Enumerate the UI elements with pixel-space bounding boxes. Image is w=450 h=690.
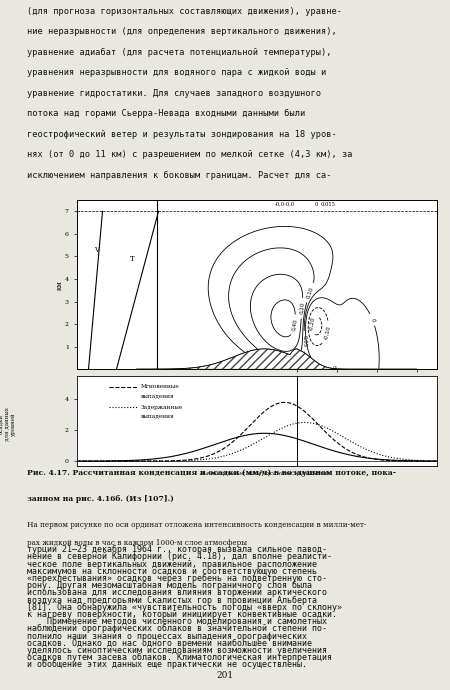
Text: выпадения: выпадения [140, 394, 174, 399]
Text: Мгновенные: Мгновенные [140, 384, 179, 389]
Text: [81]. Она обнаружила «чувствительность погоды «вверх по склону»: [81]. Она обнаружила «чувствительность п… [27, 603, 342, 612]
Text: T: T [130, 255, 135, 263]
Text: V: V [94, 246, 99, 254]
Text: рону. Другая мезомасштабная модель пограничного слоя была: рону. Другая мезомасштабная модель погра… [27, 581, 312, 590]
Text: ческое поле вертикальных движений, правильное расположение: ческое поле вертикальных движений, прави… [27, 560, 317, 569]
Text: -0,10: -0,10 [324, 326, 332, 341]
Text: -0,20: -0,20 [309, 316, 316, 331]
Text: нях (от 0 до 11 км) с разрешением по мелкой сетке (4,3 км), за: нях (от 0 до 11 км) с разрешением по мел… [27, 150, 352, 159]
Text: потока над горами Сьерра-Невада входными данными были: потока над горами Сьерра-Невада входными… [27, 109, 305, 119]
Text: Применение методов численного моделирования и самолетных: Применение методов численного моделирова… [27, 617, 327, 626]
Text: занном на рис. 4.16б. (Из [107].): занном на рис. 4.16б. (Из [107].) [27, 495, 174, 502]
Text: 0,20: 0,20 [299, 302, 305, 315]
Text: ние неразрывности (для определения вертикального движения),: ние неразрывности (для определения верти… [27, 28, 337, 37]
Text: полнило наши знания о процессах выпадения орографических: полнило наши знания о процессах выпадени… [27, 631, 307, 640]
Text: турции 21—23 декабря 1964 г., которая вызвала сильное павод-: турции 21—23 декабря 1964 г., которая вы… [27, 545, 327, 554]
Text: использована для исследования влияния вторжений арктического: использована для исследования влияния вт… [27, 589, 327, 598]
Text: мм/ч: мм/ч [113, 395, 127, 401]
Text: 201: 201 [216, 671, 234, 680]
Text: воздуха над предгорьями Скалистых гор в провинции Альберта: воздуха над предгорьями Скалистых гор в … [27, 595, 317, 604]
Text: исключением направления к боковым границам. Расчет для са-: исключением направления к боковым границ… [27, 170, 332, 180]
Text: нение в северной Калифорнии (рис. 4.18), дал вполне реалисти-: нение в северной Калифорнии (рис. 4.18),… [27, 552, 332, 561]
Text: к нагреву поверхности, который инициирует конвективные осадки.: к нагреву поверхности, который инициируе… [27, 610, 337, 619]
Text: 0,015: 0,015 [321, 201, 336, 207]
Text: 20: 20 [117, 386, 124, 391]
Text: 0,40: 0,40 [292, 318, 298, 331]
Text: T-40: T-40 [90, 386, 103, 391]
Text: геострофический ветер и результаты зондирования на 18 уров-: геострофический ветер и результаты зонди… [27, 130, 337, 139]
Text: На первом рисунке по оси ординат отложена интенсивность конденсации в милли-мет-: На первом рисунке по оси ординат отложен… [27, 522, 366, 529]
Text: -0,0-0,0: -0,0-0,0 [274, 201, 295, 207]
Y-axis label: км: км [55, 279, 63, 290]
Text: 0: 0 [331, 365, 336, 371]
Text: км: км [420, 395, 429, 401]
Text: рах жидкой воды в час в каждом 1000-м слое атмосферы: рах жидкой воды в час в каждом 1000-м сл… [27, 540, 247, 547]
Text: максимумов на склонности осадков и соответствующую степень: максимумов на склонности осадков и соотв… [27, 566, 317, 575]
Text: V  3: V 3 [91, 377, 102, 382]
Text: осадков путем засева облаков. Климатологическая интерпретация: осадков путем засева облаков. Климатолог… [27, 653, 332, 662]
Text: 20: 20 [117, 377, 124, 382]
Text: 0,10: 0,10 [306, 286, 315, 299]
Text: уделялось синоптическим исследованиям возможности увеличения: уделялось синоптическим исследованиям во… [27, 646, 327, 655]
Text: (для прогноза горизонтальных составляющих движения), уравне-: (для прогноза горизонтальных составляющи… [27, 7, 342, 16]
Text: Рис. 4.17. Рассчитанная конденсация и осадки (мм/ч) в воздушном потоке, пока-: Рис. 4.17. Рассчитанная конденсация и ос… [27, 469, 396, 477]
Text: 0 °С: 0 °С [143, 386, 154, 391]
Text: выпадения: выпадения [140, 414, 174, 419]
Text: 0: 0 [315, 201, 318, 207]
Text: Вычисленные задержанное выпадение: Вычисленные задержанное выпадение [199, 471, 330, 476]
Text: уравнение гидростатики. Для случаев западного воздушного: уравнение гидростатики. Для случаев запа… [27, 89, 321, 98]
Text: Вниз по ветру: Вниз по ветру [332, 384, 381, 389]
Text: 0,05: 0,05 [302, 335, 307, 348]
Text: «перехлестывания» осадков через гребень на подветренную сто-: «перехлестывания» осадков через гребень … [27, 574, 327, 583]
Text: уравнения неразрывности для водяного пара с жидкой воды и: уравнения неразрывности для водяного пар… [27, 68, 326, 77]
Text: осадков. Однако до нас одного времени наибольшее внимание: осадков. Однако до нас одного времени на… [27, 639, 312, 648]
Text: Суточные
осадки
для данных
уровней: Суточные осадки для данных уровней [0, 407, 17, 442]
Text: уравнение адиабат (для расчета потенциальной температуры),: уравнение адиабат (для расчета потенциал… [27, 48, 332, 57]
Text: Задержанные: Задержанные [140, 404, 183, 410]
Text: 40 м/с: 40 м/с [140, 377, 158, 382]
Text: 0: 0 [369, 317, 375, 322]
Text: наблюдений орографических облаков в значительной степени по-: наблюдений орографических облаков в знач… [27, 624, 327, 633]
Text: и обобщение этих данных еще практически не осуществлены.: и обобщение этих данных еще практически … [27, 660, 307, 669]
